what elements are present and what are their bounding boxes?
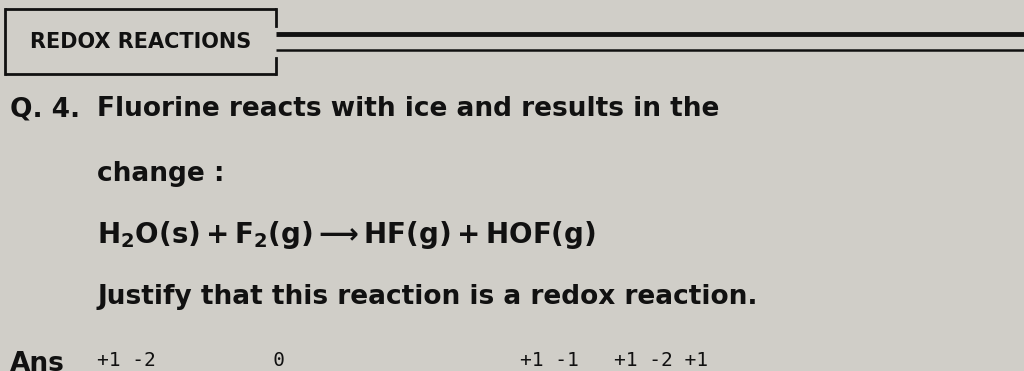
Text: REDOX REACTIONS: REDOX REACTIONS xyxy=(30,32,252,52)
Text: Q. 4.: Q. 4. xyxy=(10,96,80,122)
Text: Justify that this reaction is a redox reaction.: Justify that this reaction is a redox re… xyxy=(97,284,758,310)
Text: +1 -2          0                    +1 -1   +1 -2 +1: +1 -2 0 +1 -1 +1 -2 +1 xyxy=(97,351,709,370)
Text: $\mathbf{H_2O(}$$\mathit{\mathbf{s}}$$\mathbf{) + F_2(}$$\mathit{\mathbf{g}}$$\m: $\mathbf{H_2O(}$$\mathit{\mathbf{s}}$$\m… xyxy=(97,219,596,251)
Text: change :: change : xyxy=(97,161,225,187)
Text: Fluorine reacts with ice and results in the: Fluorine reacts with ice and results in … xyxy=(97,96,720,122)
Text: Ans: Ans xyxy=(10,351,66,371)
